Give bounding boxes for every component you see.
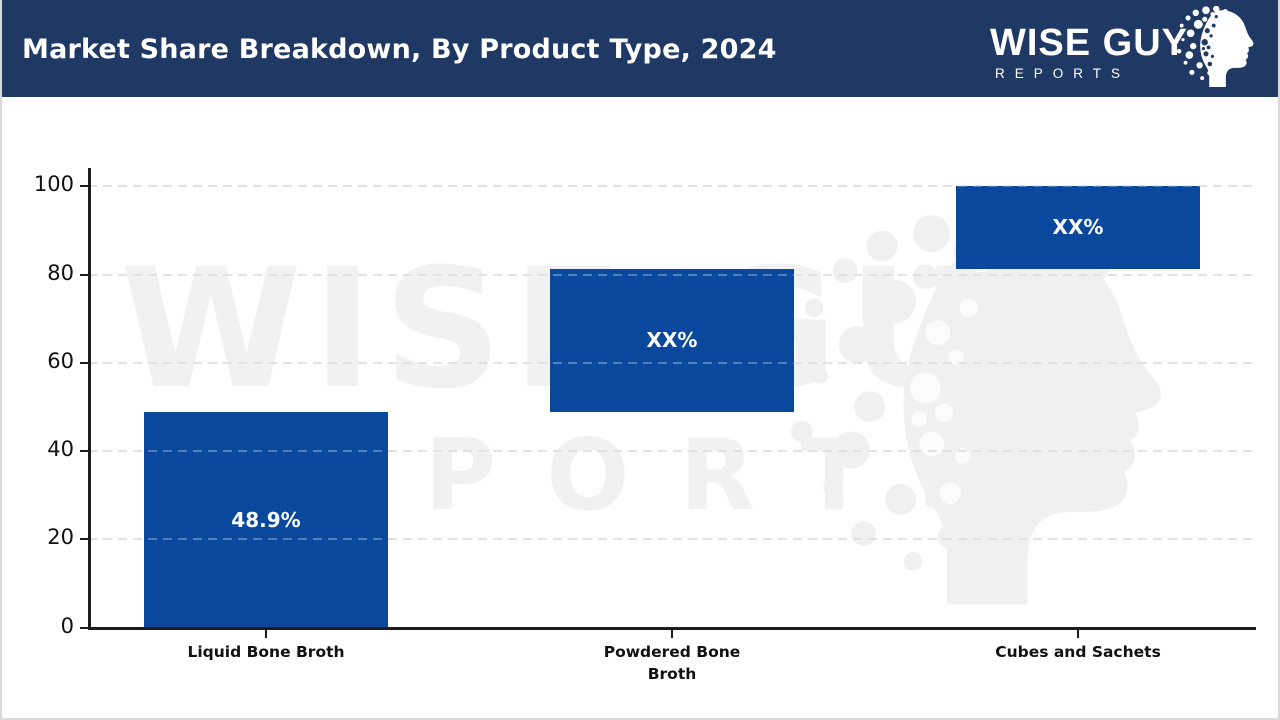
- logo-wordmark: WISE GUY: [989, 21, 1188, 64]
- logo-text: WISE GUY REPORTS: [990, 24, 1188, 81]
- y-axis-label: 80: [47, 260, 74, 285]
- bar-value-label: XX%: [646, 328, 698, 353]
- y-axis-tick: [80, 538, 88, 541]
- y-axis-tick: [80, 185, 88, 188]
- y-axis-label: 100: [33, 172, 74, 197]
- logo-head-icon: [1176, 6, 1254, 88]
- y-axis-label: 40: [47, 437, 74, 462]
- gridline: [88, 450, 1256, 453]
- gridline-overlay: [88, 361, 1256, 364]
- watermark-head-icon: [790, 215, 1161, 605]
- y-axis-label: 20: [47, 525, 74, 550]
- gridline-overlay: [88, 450, 1256, 453]
- chart-area: WISE GUY REPORTS 0 20 40 60 80 100 48.9% XX% XX%…: [2, 97, 1278, 718]
- y-axis-tick: [80, 626, 88, 629]
- x-axis-line: [88, 627, 1256, 630]
- x-axis-category-label: Liquid Bone Broth: [187, 643, 345, 661]
- gridline: [88, 538, 1256, 541]
- gridline: [88, 185, 1256, 188]
- x-axis-tick: [1077, 630, 1079, 638]
- gridline-overlay: [88, 273, 1256, 276]
- y-axis-tick: [80, 273, 88, 276]
- logo-subtitle: REPORTS: [994, 65, 1130, 81]
- x-axis-category-label: Powdered Bone Broth: [603, 643, 741, 683]
- bar-segment: XX%: [550, 268, 794, 412]
- y-axis-tick: [80, 361, 88, 364]
- page-title: Market Share Breakdown, By Product Type,…: [22, 34, 777, 65]
- y-axis-tick: [80, 450, 88, 453]
- bar-value-label: 48.9%: [231, 507, 301, 532]
- x-axis-tick: [265, 630, 267, 638]
- x-axis-tick: [671, 630, 673, 638]
- gridline-overlay: [88, 538, 1256, 541]
- x-axis-category-label: Cubes and Sachets: [995, 643, 1161, 661]
- header-bar: Market Share Breakdown, By Product Type,…: [2, 0, 1278, 97]
- y-axis-label: 0: [60, 613, 74, 638]
- y-axis-line: [88, 168, 91, 630]
- bar-segment: XX%: [956, 186, 1200, 269]
- bar-segment: 48.9%: [144, 411, 388, 628]
- bar-value-label: XX%: [1052, 215, 1104, 240]
- gridline-overlay: [88, 185, 1256, 188]
- y-axis-label: 60: [47, 348, 74, 373]
- wiseguy-logo: WISE GUY REPORTS: [990, 6, 1270, 90]
